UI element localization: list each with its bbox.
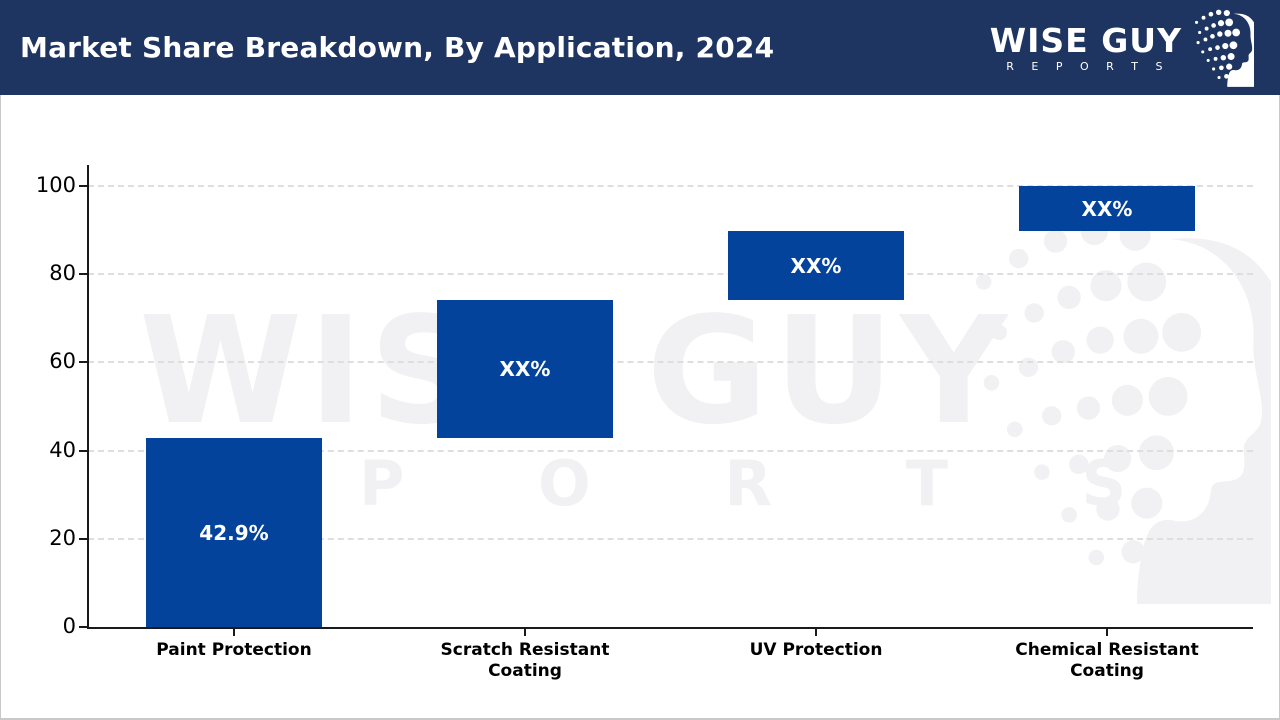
watermark-subtitle: P O R T S	[359, 447, 1183, 520]
y-tick-mark-20	[79, 537, 87, 540]
page-title: Market Share Breakdown, By Application, …	[20, 31, 775, 64]
x-tick-mark-3	[1106, 629, 1108, 636]
bar-value-label: XX%	[499, 357, 551, 381]
y-axis-line	[87, 165, 89, 629]
x-tick-mark-0	[233, 629, 235, 636]
gridline-y60	[88, 361, 1253, 364]
y-tick-label-0: 0	[62, 614, 76, 638]
wiseguy-logo-text: WISE GUY R E P O R T S	[990, 24, 1182, 72]
x-tick-label-paint-protection: Paint Protection	[156, 640, 312, 660]
y-tick-mark-80	[79, 273, 87, 276]
y-tick-mark-100	[79, 185, 87, 187]
x-tick-mark-2	[815, 629, 817, 636]
y-tick-label-100: 100	[35, 173, 76, 197]
gridline-y80	[88, 273, 1253, 276]
bar-scratch-resistant-coating: XX%	[437, 300, 613, 438]
gridline-y40	[88, 449, 1253, 452]
x-axis-line	[87, 627, 1253, 629]
logo-wordmark: WISE GUY	[989, 20, 1182, 60]
gridline-y20	[88, 537, 1253, 540]
bar-value-label: XX%	[790, 253, 842, 278]
header-bar: Market Share Breakdown, By Application, …	[0, 0, 1280, 95]
y-tick-label-40: 40	[49, 437, 76, 462]
y-tick-label-20: 20	[49, 525, 76, 550]
bar-value-label: 42.9%	[199, 520, 269, 545]
y-tick-mark-40	[79, 449, 87, 452]
gridline-y100	[88, 185, 1253, 187]
bar-uv-protection: XX%	[728, 231, 904, 300]
bar-value-label: XX%	[1081, 196, 1133, 221]
y-tick-mark-60	[79, 361, 87, 364]
y-tick-mark-0	[79, 626, 87, 628]
x-tick-label-scratch-resistant-coating: Scratch Resistant Coating	[440, 640, 610, 681]
x-tick-mark-1	[524, 629, 526, 636]
y-tick-label-80: 80	[49, 261, 76, 286]
wiseguy-logo: WISE GUY R E P O R T S	[990, 8, 1254, 88]
x-tick-label-chemical-resistant-coating: Chemical Resistant Coating	[1015, 640, 1199, 681]
bar-paint-protection: 42.9%	[146, 438, 322, 627]
logo-subtitle: R E P O R T S	[1006, 59, 1170, 73]
y-tick-label-60: 60	[49, 349, 76, 374]
x-tick-label-uv-protection: UV Protection	[749, 640, 883, 660]
bar-chemical-resistant-coating: XX%	[1019, 186, 1195, 231]
